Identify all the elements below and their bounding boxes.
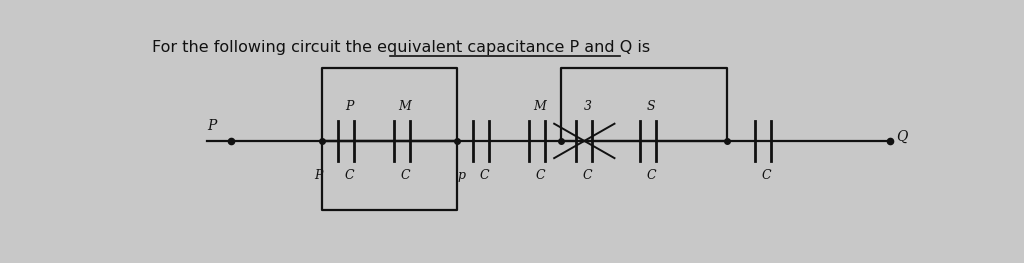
Text: C: C <box>400 169 410 182</box>
Text: C: C <box>583 169 592 182</box>
Text: P: P <box>207 119 217 133</box>
Text: For the following circuit the equivalent capacitance P and Q is: For the following circuit the equivalent… <box>152 40 650 55</box>
Text: p: p <box>458 169 465 182</box>
Text: M: M <box>534 100 546 113</box>
Text: M: M <box>398 100 412 113</box>
Text: C: C <box>345 169 354 182</box>
Text: C: C <box>646 169 655 182</box>
Text: C: C <box>479 169 489 182</box>
Text: 3: 3 <box>584 100 592 113</box>
Text: Q: Q <box>896 130 907 144</box>
Text: P: P <box>314 169 323 182</box>
Text: C: C <box>761 169 771 182</box>
Text: C: C <box>536 169 545 182</box>
Text: S: S <box>647 100 655 113</box>
Text: P: P <box>345 100 353 113</box>
